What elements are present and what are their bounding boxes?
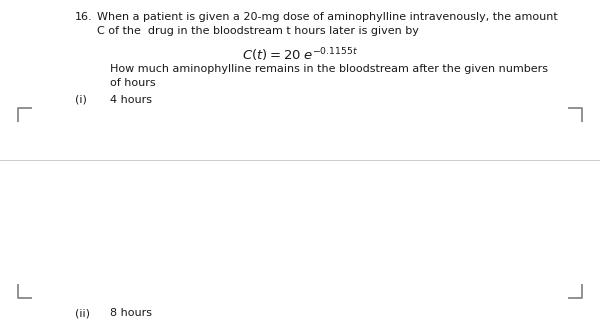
- Text: When a patient is given a 20-mg dose of aminophylline intravenously, the amount: When a patient is given a 20-mg dose of …: [97, 12, 558, 22]
- Text: (i): (i): [75, 95, 87, 105]
- Text: 4 hours: 4 hours: [110, 95, 152, 105]
- Text: 8 hours: 8 hours: [110, 308, 152, 318]
- Text: How much aminophylline remains in the bloodstream after the given numbers: How much aminophylline remains in the bl…: [110, 64, 548, 74]
- Text: 16.: 16.: [75, 12, 92, 22]
- Text: $C(t) = 20\; e^{-0.1155t}$: $C(t) = 20\; e^{-0.1155t}$: [242, 46, 358, 64]
- Text: C of the  drug in the bloodstream t hours later is given by: C of the drug in the bloodstream t hours…: [97, 26, 419, 36]
- Text: of hours: of hours: [110, 78, 155, 88]
- Text: (ii): (ii): [75, 308, 90, 318]
